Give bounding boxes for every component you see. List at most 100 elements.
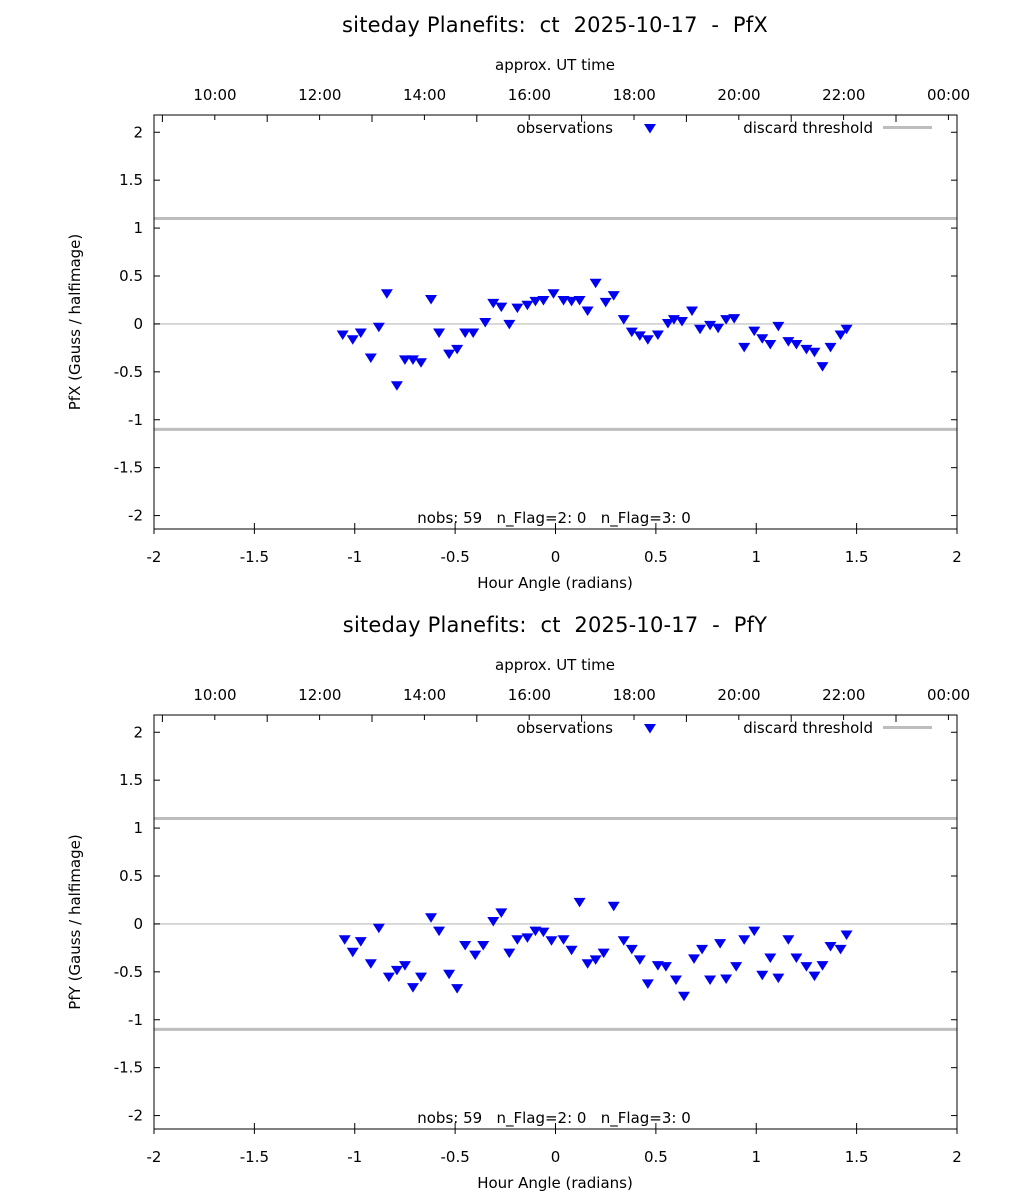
data-point [824, 941, 837, 952]
data-point [738, 342, 751, 353]
data-point [338, 935, 351, 945]
data-point [565, 945, 578, 956]
y-tick-label: -1.5 [114, 1059, 143, 1077]
y-axis-title: PfX (Gauss / halfimage) [66, 233, 84, 411]
data-point [511, 935, 524, 945]
data-point [686, 306, 699, 316]
plot-border [153, 714, 958, 1130]
y-tick-label: 1.5 [119, 771, 143, 789]
data-point [346, 335, 359, 345]
y-tick-label: -1.5 [114, 459, 143, 477]
x-tick-label: 1 [751, 1148, 761, 1166]
data-point [756, 970, 769, 981]
data-point [824, 342, 837, 353]
data-point [354, 328, 367, 339]
data-point [372, 923, 385, 934]
data-point [597, 948, 610, 959]
y-tick-label: -0.5 [114, 963, 143, 981]
data-point [677, 991, 690, 1002]
data-point [651, 330, 664, 340]
ut-tick-label: 14:00 [403, 86, 446, 104]
data-point [380, 289, 393, 299]
data-point [808, 971, 821, 982]
plot-svg-pfy: 2 1.5 1 0.5 0 -0.5 -1 -1.5 -2 -2 -1.5 -1 -0.5 0 0.5 1 1.… [114, 686, 970, 1166]
legend-observations-label: observations [516, 119, 613, 137]
data-point [764, 340, 777, 350]
data-point [641, 335, 654, 345]
data-point [467, 328, 480, 339]
stats-text: nobs: 59 n_Flag=2: 0 n_Flag=3: 0 [417, 1109, 691, 1127]
x-tick-label: -1.5 [240, 1148, 269, 1166]
data-point [581, 306, 594, 316]
ut-tick-label: 20:00 [717, 686, 760, 704]
data-point [511, 303, 524, 314]
x-tick-label: -0.5 [440, 548, 469, 566]
data-point [521, 300, 534, 311]
y-tick-label: 1 [133, 819, 143, 837]
y-tick-label: 1 [133, 219, 143, 237]
data-point [714, 939, 727, 949]
data-point [688, 954, 701, 964]
data-point [545, 936, 558, 946]
data-point [573, 897, 586, 908]
chart-panel-pfx: 2 1.5 1 0.5 0 -0.5 -1 -1.5 -2 -2 -1.5 -1 -0.5 0 0.5 1 1.… [66, 13, 970, 592]
ut-tick-label: 16:00 [508, 686, 551, 704]
data-point [354, 937, 367, 947]
data-point [390, 965, 403, 976]
data-point [712, 323, 725, 334]
data-point [800, 344, 813, 355]
x-tick-label: 2 [952, 1148, 962, 1166]
x-tick-label: 0.5 [644, 548, 668, 566]
data-point [772, 321, 785, 332]
data-point [738, 935, 751, 945]
data-point [704, 975, 717, 985]
data-point [477, 941, 490, 951]
y-tick-label: 2 [133, 723, 143, 741]
ut-tick-label: 18:00 [613, 686, 656, 704]
data-point [782, 337, 795, 347]
data-point [659, 962, 672, 972]
data-point [495, 302, 508, 313]
data-point [425, 295, 438, 305]
data-point [633, 955, 646, 965]
x-tick-label: -1 [347, 1148, 362, 1166]
x-tick-label: -2 [147, 1148, 162, 1166]
data-point [816, 362, 829, 372]
data-point [625, 327, 638, 338]
data-point [728, 314, 741, 324]
ut-axis-title: approx. UT time [495, 656, 615, 674]
data-point [840, 324, 853, 335]
data-point [704, 320, 717, 331]
data-point [547, 289, 560, 299]
legend-threshold-label: discard threshold [743, 119, 873, 137]
y-tick-label: -2 [128, 507, 143, 525]
data-point [372, 322, 385, 333]
y-tick-label: -1 [128, 1011, 143, 1029]
plot-border [153, 114, 958, 530]
data-point [406, 355, 419, 365]
x-tick-label: 2 [952, 548, 962, 566]
data-point [406, 983, 419, 993]
y-tick-label: 0 [133, 915, 143, 933]
data-point [834, 330, 847, 340]
data-point [625, 944, 638, 955]
data-point [840, 930, 853, 940]
x-axis-title: Hour Angle (radians) [477, 1174, 633, 1192]
data-point [589, 278, 602, 289]
ut-tick-label: 12:00 [298, 686, 341, 704]
x-tick-label: 1 [751, 548, 761, 566]
data-point [772, 973, 785, 984]
data-point [364, 959, 377, 969]
plot-svg-pfx: 2 1.5 1 0.5 0 -0.5 -1 -1.5 -2 -2 -1.5 -1 -0.5 0 0.5 1 1.… [114, 86, 970, 566]
data-point [661, 318, 674, 329]
chart-title: siteday Planefits: ct 2025-10-17 - PfX [342, 13, 768, 37]
data-point [565, 296, 578, 307]
data-point [336, 330, 349, 340]
data-point [459, 328, 472, 339]
ut-tick-label: 22:00 [822, 86, 865, 104]
data-point [521, 933, 534, 943]
data-point [557, 935, 570, 945]
data-point [633, 331, 646, 341]
data-point [834, 944, 847, 955]
y-axis-title: PfY (Gauss / halfimage) [66, 834, 84, 1010]
